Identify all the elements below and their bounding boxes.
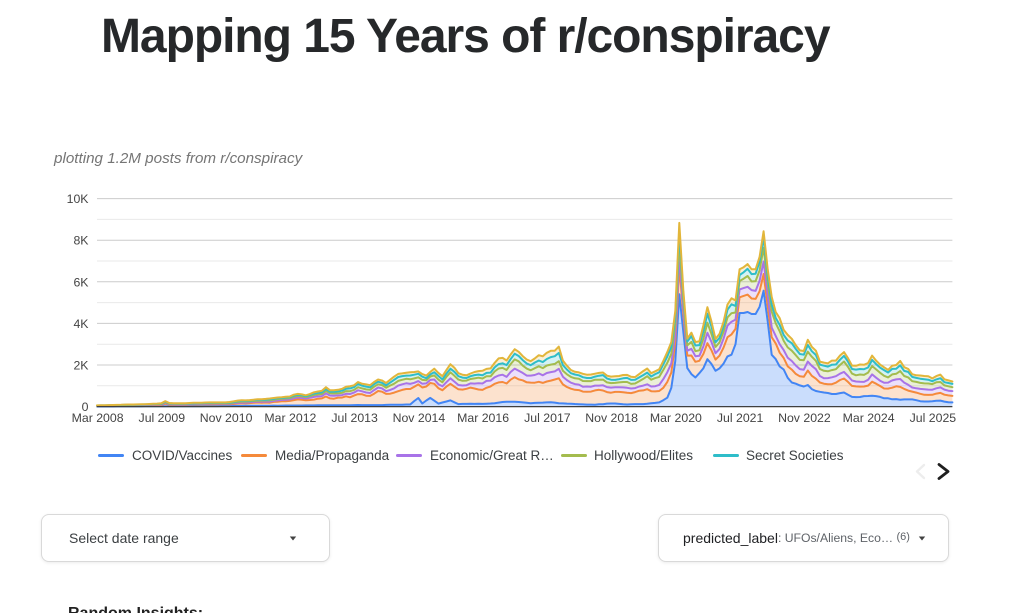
svg-text:10K: 10K (67, 192, 90, 206)
svg-text:8K: 8K (73, 234, 89, 248)
svg-text:6K: 6K (73, 275, 89, 289)
svg-text:2K: 2K (73, 359, 89, 373)
svg-text:Jul 2013: Jul 2013 (331, 411, 378, 425)
svg-text:Jul 2009: Jul 2009 (139, 411, 186, 425)
svg-text:Jul 2021: Jul 2021 (717, 411, 764, 425)
svg-text:Mar 2016: Mar 2016 (457, 411, 509, 425)
svg-text:Nov 2018: Nov 2018 (585, 411, 638, 425)
svg-text:Nov 2014: Nov 2014 (393, 411, 446, 425)
svg-text:4K: 4K (73, 317, 89, 331)
svg-text:Jul 2025: Jul 2025 (910, 411, 957, 425)
svg-text:Mar 2024: Mar 2024 (843, 411, 895, 425)
svg-text:Jul 2017: Jul 2017 (524, 411, 571, 425)
svg-text:Nov 2010: Nov 2010 (200, 411, 253, 425)
svg-text:Mar 2012: Mar 2012 (264, 411, 316, 425)
svg-text:Mar 2008: Mar 2008 (72, 411, 124, 425)
svg-text:Mar 2020: Mar 2020 (650, 411, 702, 425)
svg-text:0: 0 (82, 400, 89, 414)
svg-text:Nov 2022: Nov 2022 (778, 411, 831, 425)
